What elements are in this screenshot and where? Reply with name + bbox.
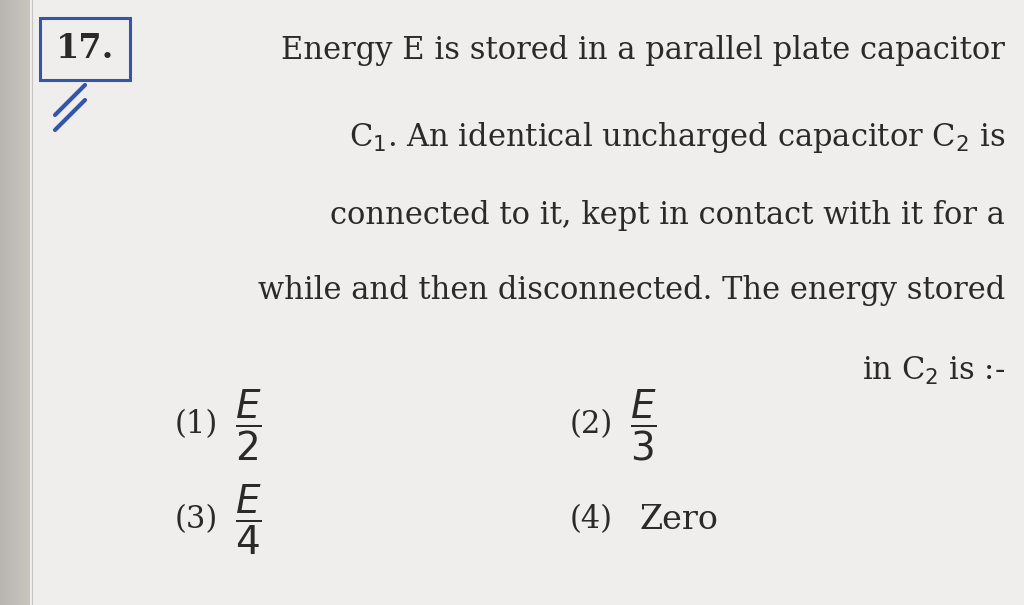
- Text: $\dfrac{E}{2}$: $\dfrac{E}{2}$: [234, 387, 262, 463]
- FancyBboxPatch shape: [40, 18, 130, 80]
- Text: connected to it, kept in contact with it for a: connected to it, kept in contact with it…: [330, 200, 1005, 231]
- Text: in C$_2$ is :-: in C$_2$ is :-: [862, 355, 1005, 387]
- Text: while and then disconnected. The energy stored: while and then disconnected. The energy …: [258, 275, 1005, 306]
- Text: $\dfrac{E}{3}$: $\dfrac{E}{3}$: [630, 387, 656, 463]
- Text: (1): (1): [175, 410, 218, 440]
- Text: (4): (4): [570, 505, 613, 535]
- Text: (2): (2): [570, 410, 613, 440]
- Text: Energy E is stored in a parallel plate capacitor: Energy E is stored in a parallel plate c…: [282, 35, 1005, 66]
- Bar: [0, 0, 30, 605]
- Text: C$_1$. An identical uncharged capacitor C$_2$ is: C$_1$. An identical uncharged capacitor …: [348, 120, 1005, 155]
- Text: (3): (3): [175, 505, 218, 535]
- Text: $\dfrac{E}{4}$: $\dfrac{E}{4}$: [234, 483, 262, 557]
- Text: 17.: 17.: [56, 33, 115, 65]
- Text: Zero: Zero: [640, 504, 719, 536]
